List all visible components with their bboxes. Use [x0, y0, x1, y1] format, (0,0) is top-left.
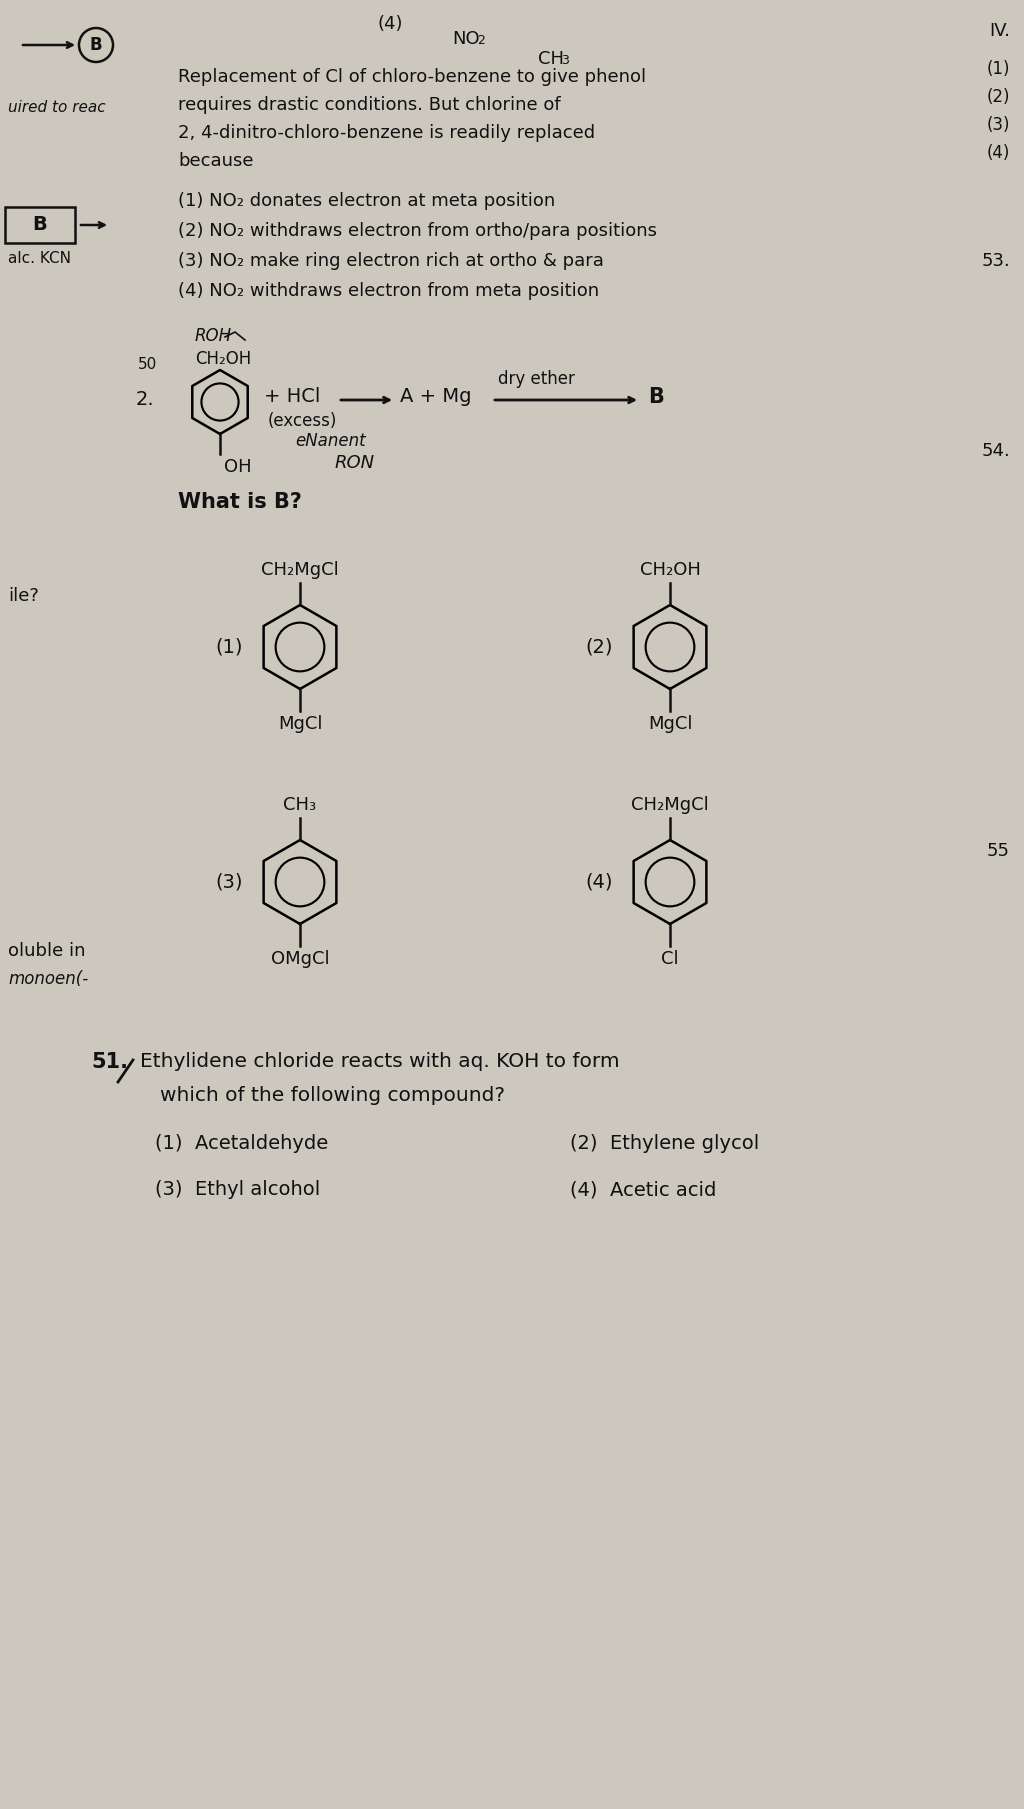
Text: because: because [178, 152, 254, 170]
Text: MgCl: MgCl [648, 715, 692, 733]
Bar [5, 206, 75, 242]
Text: (3): (3) [986, 116, 1010, 134]
Text: (4)  Acetic acid: (4) Acetic acid [570, 1179, 717, 1199]
Text: CH₃: CH₃ [284, 796, 316, 814]
Text: CH₂OH: CH₂OH [640, 561, 700, 579]
Text: monoen(-: monoen(- [8, 970, 88, 988]
Text: (4): (4) [585, 872, 612, 892]
Text: 55: 55 [987, 841, 1010, 859]
Text: (2) NO₂ withdraws electron from ortho/para positions: (2) NO₂ withdraws electron from ortho/pa… [178, 223, 657, 241]
Text: CH₂MgCl: CH₂MgCl [261, 561, 339, 579]
Text: (4): (4) [987, 145, 1010, 163]
Text: requires drastic conditions. But chlorine of: requires drastic conditions. But chlorin… [178, 96, 560, 114]
Text: 51.: 51. [91, 1053, 128, 1073]
Text: ile?: ile? [8, 586, 39, 604]
Text: (2): (2) [585, 637, 612, 657]
Text: eNanent: eNanent [295, 432, 366, 450]
Text: CH: CH [538, 51, 564, 69]
Text: OMgCl: OMgCl [270, 950, 330, 968]
Text: 50: 50 [138, 356, 158, 373]
Text: B: B [648, 387, 664, 407]
Text: (3): (3) [215, 872, 243, 892]
Text: ROH: ROH [195, 327, 232, 346]
Text: alc. KCN: alc. KCN [8, 251, 71, 266]
Text: B: B [33, 215, 47, 235]
Text: (2): (2) [986, 89, 1010, 107]
Text: Replacement of Cl of chloro-benzene to give phenol: Replacement of Cl of chloro-benzene to g… [178, 69, 646, 87]
Text: uired to reac: uired to reac [8, 99, 105, 116]
Text: OH: OH [224, 458, 252, 476]
Text: oluble in: oluble in [8, 942, 85, 961]
Text: (4) NO₂ withdraws electron from meta position: (4) NO₂ withdraws electron from meta pos… [178, 282, 599, 300]
Text: 53.: 53. [981, 251, 1010, 270]
Text: Cl: Cl [662, 950, 679, 968]
Text: (4): (4) [377, 14, 402, 33]
Text: 2.: 2. [136, 391, 155, 409]
Text: NO: NO [452, 31, 479, 49]
Text: (1): (1) [215, 637, 243, 657]
Text: B: B [90, 36, 102, 54]
Text: 3: 3 [561, 54, 569, 67]
Text: 54.: 54. [981, 441, 1010, 459]
Text: CH₂OH: CH₂OH [195, 349, 251, 367]
Text: dry ether: dry ether [498, 371, 574, 387]
Text: MgCl: MgCl [278, 715, 323, 733]
Text: What is B?: What is B? [178, 492, 302, 512]
Text: (3)  Ethyl alcohol: (3) Ethyl alcohol [155, 1179, 321, 1199]
Text: 2: 2 [477, 34, 485, 47]
Text: (2)  Ethylene glycol: (2) Ethylene glycol [570, 1134, 759, 1152]
Text: 2, 4-dinitro-chloro-benzene is readily replaced: 2, 4-dinitro-chloro-benzene is readily r… [178, 125, 595, 141]
Text: (3) NO₂ make ring electron rich at ortho & para: (3) NO₂ make ring electron rich at ortho… [178, 251, 604, 270]
Text: RON: RON [335, 454, 375, 472]
Text: IV.: IV. [989, 22, 1010, 40]
Text: + HCl: + HCl [264, 387, 321, 405]
Text: (1)  Acetaldehyde: (1) Acetaldehyde [155, 1134, 329, 1152]
Text: (1) NO₂ donates electron at meta position: (1) NO₂ donates electron at meta positio… [178, 192, 555, 210]
Text: (excess): (excess) [268, 412, 337, 431]
Text: which of the following compound?: which of the following compound? [160, 1085, 505, 1105]
Text: CH₂MgCl: CH₂MgCl [631, 796, 709, 814]
Text: Ethylidene chloride reacts with aq. KOH to form: Ethylidene chloride reacts with aq. KOH … [140, 1053, 620, 1071]
Text: (1): (1) [986, 60, 1010, 78]
Text: A + Mg: A + Mg [400, 387, 471, 405]
